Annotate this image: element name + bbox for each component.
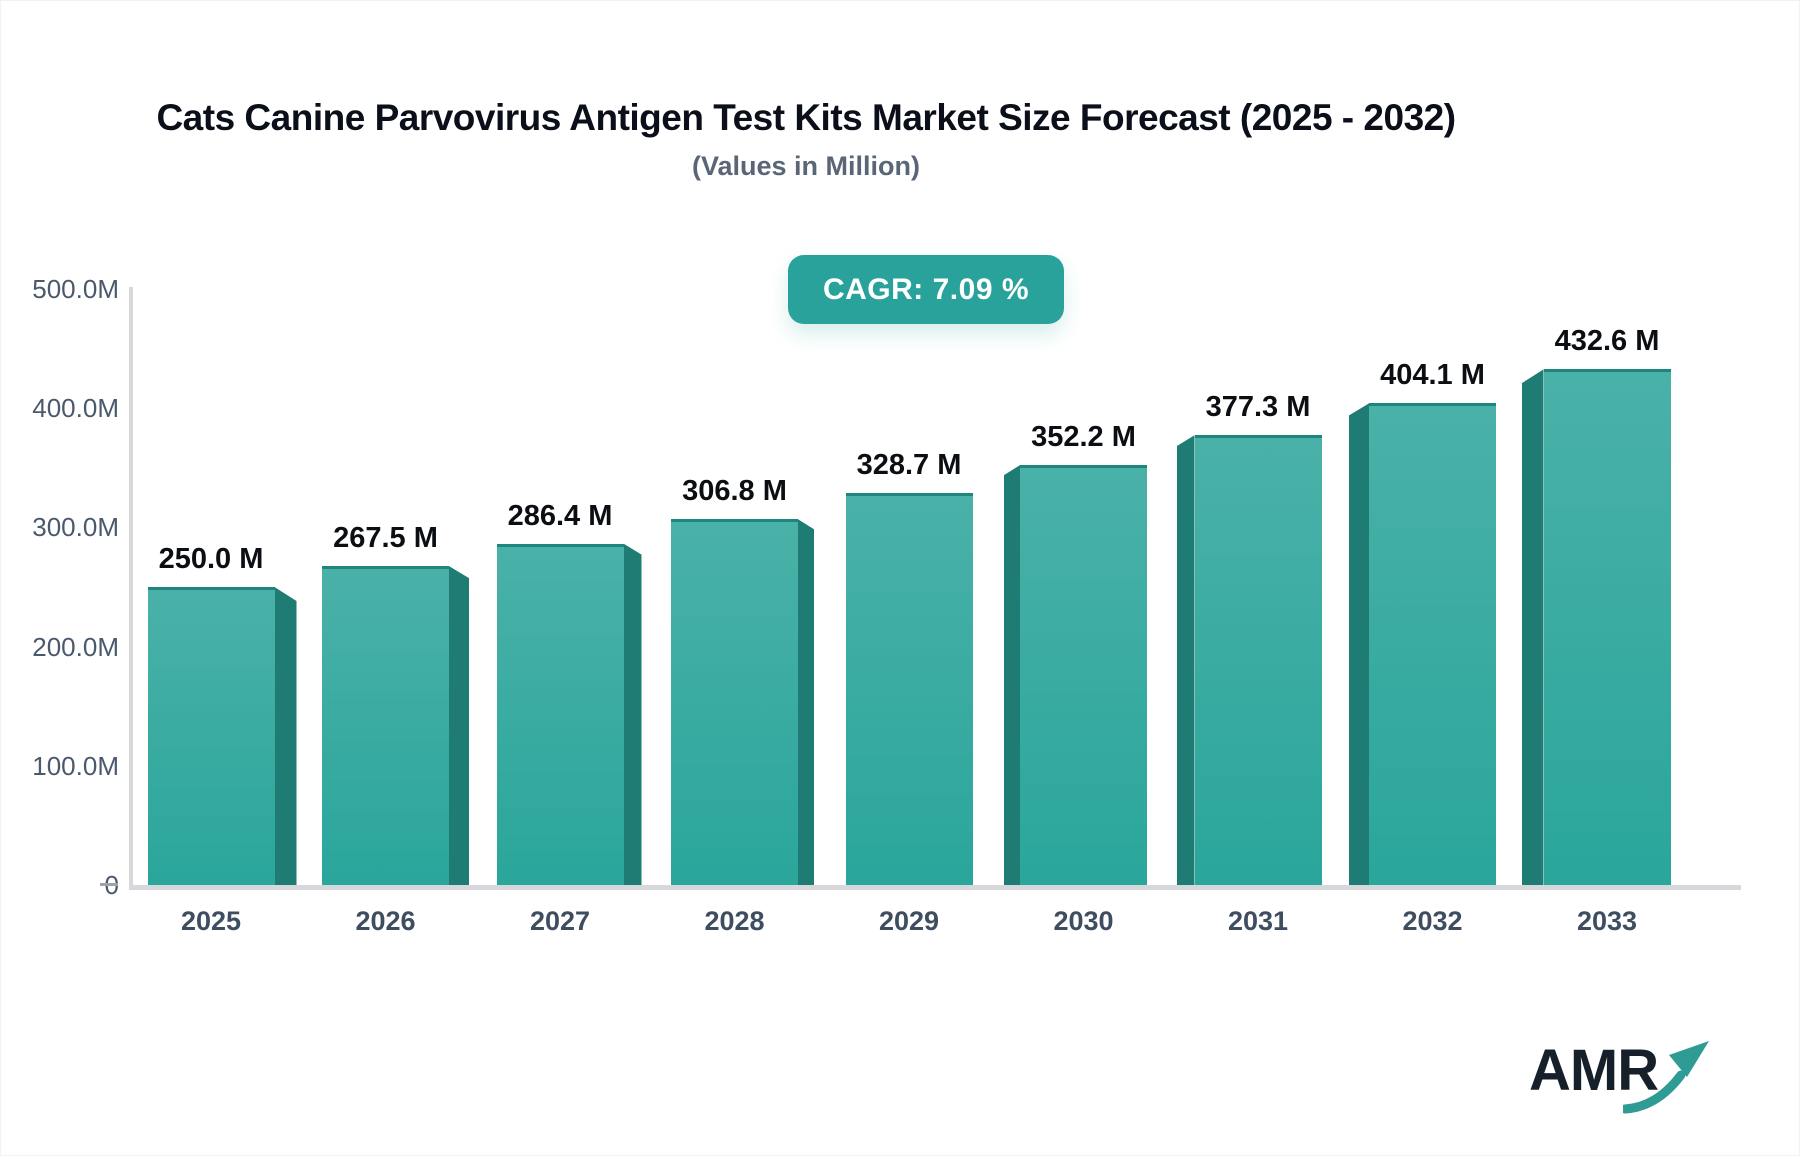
x-axis-label: 2031 xyxy=(1227,906,1289,936)
bar-side xyxy=(1349,403,1369,887)
bar-face xyxy=(1369,403,1496,887)
bar-face xyxy=(671,519,798,887)
bar-side xyxy=(1176,435,1195,887)
x-axis-label: 2030 xyxy=(1053,906,1114,936)
y-axis-label: 200.0M xyxy=(32,631,119,662)
bar-face xyxy=(147,587,275,887)
bar-value-label: 286.4 M xyxy=(507,499,613,532)
bar-value-label: 377.3 M xyxy=(1205,391,1311,424)
bar-value-label: 267.5 M xyxy=(333,522,438,555)
bar-value-label: 250.0 M xyxy=(158,543,264,575)
chart-subtitle: (Values in Million) xyxy=(691,151,921,181)
bar-side xyxy=(623,543,642,887)
chart-title: Cats Canine Parvovirus Antigen Test Kits… xyxy=(156,97,1456,138)
bar-value-label: 432.6 M xyxy=(1554,325,1660,358)
bar-side xyxy=(1521,369,1544,887)
x-axis-label: 2026 xyxy=(355,906,416,936)
x-axis-label: 2025 xyxy=(180,906,242,936)
bar-value-label: 306.8 M xyxy=(682,475,787,508)
y-axis-label: 400.0M xyxy=(32,393,119,424)
bar-side xyxy=(449,566,469,887)
bar-value-label: 352.2 M xyxy=(1031,421,1136,454)
x-axis-label: 2029 xyxy=(878,906,940,936)
bar-value-label: 404.1 M xyxy=(1380,359,1485,392)
x-axis-label: 2027 xyxy=(529,906,591,936)
amr-logo-text: AMR xyxy=(1529,1038,1659,1103)
zero-tick-mark xyxy=(100,883,118,886)
bar-face xyxy=(1543,369,1671,887)
bar-value-label: 328.7 M xyxy=(856,449,962,482)
bar-side xyxy=(1004,465,1020,887)
bar-face xyxy=(1194,435,1322,887)
x-axis-label: 2028 xyxy=(704,906,765,936)
bar-side xyxy=(798,519,814,887)
bar-face xyxy=(322,566,449,887)
cagr-badge: CAGR: 7.09 % xyxy=(788,255,1064,324)
trending-arrow-icon xyxy=(1623,1041,1709,1114)
bar-face xyxy=(845,493,973,887)
bar-face xyxy=(1020,465,1147,887)
y-axis-label: 100.0M xyxy=(32,750,119,781)
amr-logo: AMR xyxy=(1529,1031,1729,1121)
x-axis-label: 2033 xyxy=(1576,906,1638,936)
bar-side xyxy=(274,587,297,887)
y-axis-line xyxy=(129,287,133,889)
y-axis-label: 500.0M xyxy=(32,274,119,304)
x-axis-line xyxy=(129,885,1741,890)
bar-face xyxy=(496,543,624,887)
x-axis-label: 2032 xyxy=(1402,906,1463,936)
y-axis-label: 300.0M xyxy=(32,512,119,543)
